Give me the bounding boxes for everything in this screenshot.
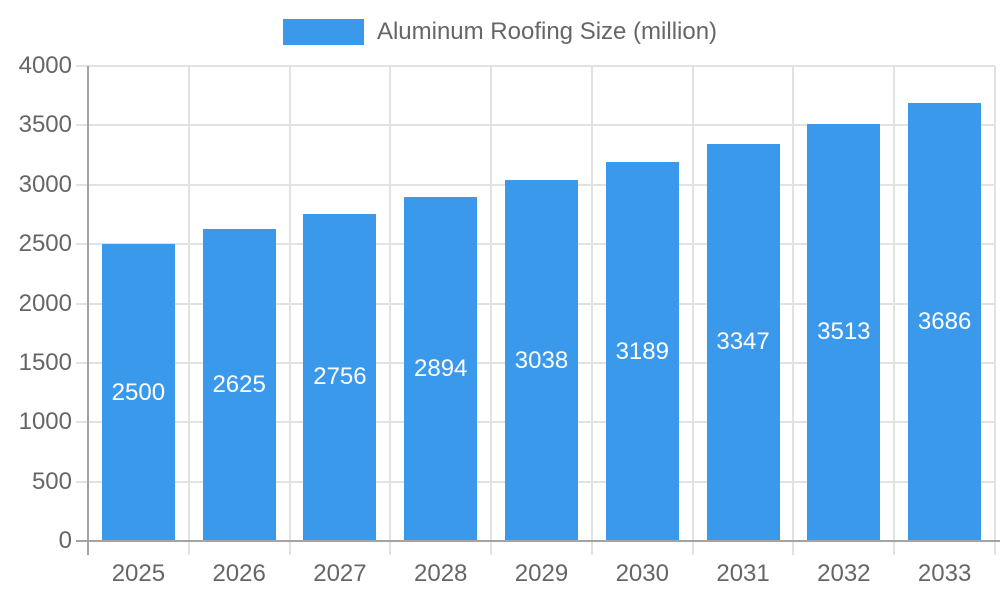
x-axis-tick-label: 2027 xyxy=(313,560,367,587)
y-axis-tick-label: 2500 xyxy=(18,230,72,258)
x-tick-mark xyxy=(792,541,795,555)
bar-2027[interactable]: 2756 xyxy=(303,213,377,541)
bar-2025[interactable]: 2500 xyxy=(101,244,175,541)
x-axis-tick-label: 2025 xyxy=(111,560,166,587)
bar-value-label: 2500 xyxy=(111,378,166,406)
x-tick-mark xyxy=(87,541,89,555)
x-tick-mark xyxy=(389,541,392,555)
x-axis-tick-label: 2026 xyxy=(212,560,266,587)
y-axis-tick-label: 1500 xyxy=(18,348,72,376)
bar-value-label: 3038 xyxy=(514,346,569,374)
bar-2033[interactable]: 3686 xyxy=(908,103,982,541)
bar-2031[interactable]: 3347 xyxy=(706,143,780,541)
h-gridline xyxy=(88,65,995,67)
bar-2032[interactable]: 3513 xyxy=(807,123,881,541)
y-tick-mark xyxy=(76,421,88,424)
y-tick-mark xyxy=(76,124,88,127)
y-axis-tick-label: 1000 xyxy=(18,408,72,436)
v-gridline xyxy=(994,66,996,541)
v-gridline xyxy=(288,66,291,541)
x-tick-mark xyxy=(187,541,190,555)
y-tick-mark xyxy=(76,243,88,246)
bar-value-label: 3189 xyxy=(615,337,669,365)
bar-value-label: 2625 xyxy=(212,371,266,399)
bar-2030[interactable]: 3189 xyxy=(605,162,679,541)
y-axis-tick-label: 0 xyxy=(58,527,72,554)
y-axis-tick-label: 4000 xyxy=(18,52,72,79)
y-axis-tick-label: 500 xyxy=(31,467,72,495)
x-axis-tick-label: 2033 xyxy=(917,560,972,587)
y-tick-mark xyxy=(76,65,88,67)
v-gridline xyxy=(893,66,896,541)
x-tick-mark xyxy=(288,541,291,555)
x-axis-tick-label: 2028 xyxy=(414,560,468,587)
bar-2026[interactable]: 2625 xyxy=(202,229,276,541)
bar-value-label: 2894 xyxy=(414,355,468,383)
v-gridline xyxy=(590,66,593,541)
v-gridline xyxy=(691,66,694,541)
legend-label: Aluminum Roofing Size (million) xyxy=(376,18,718,45)
legend-color-swatch xyxy=(282,19,364,45)
x-axis-tick-label: 2032 xyxy=(817,560,871,587)
x-tick-mark xyxy=(590,541,593,555)
y-tick-mark xyxy=(76,361,88,364)
bar-value-label: 2756 xyxy=(313,363,367,391)
x-tick-mark xyxy=(893,541,896,555)
y-axis-tick-label: 3500 xyxy=(18,111,72,139)
chart-legend[interactable]: Aluminum Roofing Size (million) xyxy=(0,18,1000,46)
v-gridline xyxy=(187,66,190,541)
bar-value-label: 3686 xyxy=(917,308,972,336)
y-tick-mark xyxy=(76,183,88,186)
y-tick-mark xyxy=(76,302,88,305)
x-tick-mark xyxy=(490,541,493,555)
y-axis-line xyxy=(87,66,89,555)
v-gridline xyxy=(490,66,493,541)
x-axis-tick-label: 2029 xyxy=(514,560,569,587)
v-gridline xyxy=(389,66,392,541)
plot-area: 0 500 1000 1500 2000 2500 3000 3500 4000 2500 2025… xyxy=(19,54,1000,586)
x-axis-tick-label: 2030 xyxy=(615,560,669,587)
x-tick-mark xyxy=(691,541,694,555)
x-axis-tick-label: 2031 xyxy=(716,560,770,587)
bar-value-label: 3513 xyxy=(817,318,871,346)
y-tick-mark xyxy=(76,480,88,483)
y-axis-tick-label: 3000 xyxy=(18,170,72,198)
bar-value-label: 3347 xyxy=(716,328,770,356)
y-axis-tick-label: 2000 xyxy=(18,289,72,317)
bar-2028[interactable]: 2894 xyxy=(404,197,478,541)
bar-2029[interactable]: 3038 xyxy=(505,180,578,541)
y-tick-mark xyxy=(76,540,88,542)
v-gridline xyxy=(792,66,795,541)
x-tick-mark xyxy=(994,541,996,555)
